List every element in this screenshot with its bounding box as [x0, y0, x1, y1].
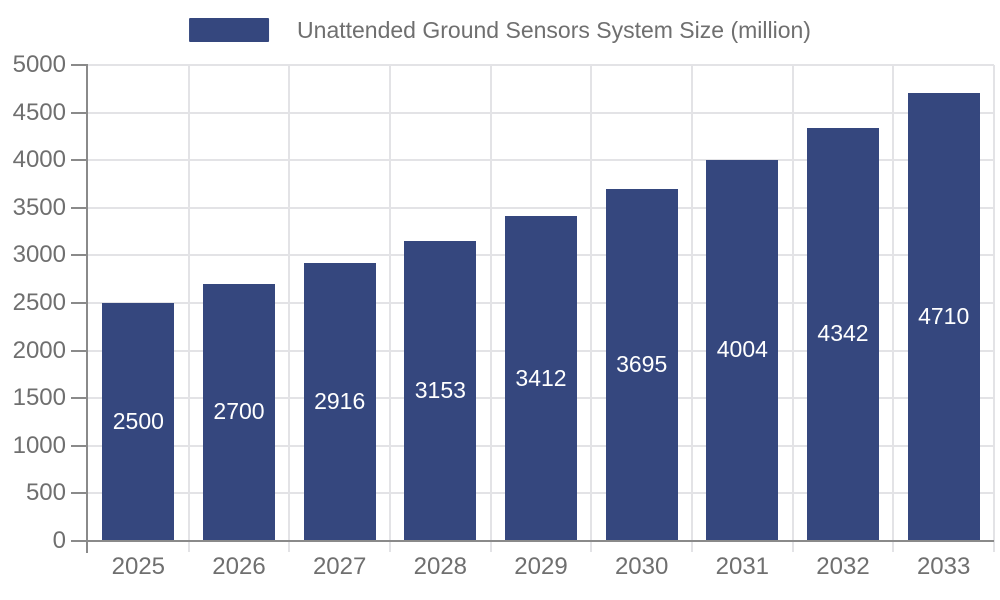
y-axis-tick [71, 349, 88, 352]
x-axis-tick-label: 2025 [111, 553, 166, 580]
bar[interactable]: 2500 [102, 303, 175, 541]
x-gridline [590, 65, 593, 552]
bar[interactable]: 3412 [505, 216, 577, 541]
x-gridline [489, 65, 492, 552]
bar[interactable]: 4710 [907, 92, 980, 541]
bar[interactable]: 3695 [605, 189, 678, 541]
x-gridline [288, 65, 291, 552]
y-axis-tick [71, 254, 88, 257]
legend[interactable]: Unattended Ground Sensors System Size (m… [189, 12, 811, 48]
x-axis-tick-label: 2032 [816, 553, 870, 580]
bar-value-label: 3695 [616, 351, 668, 378]
bar[interactable]: 3153 [404, 240, 477, 541]
y-gridline [88, 206, 994, 209]
x-axis-tick-label: 2031 [715, 553, 770, 580]
y-axis-tick-label: 0 [52, 527, 66, 554]
y-axis-tick-label: 500 [25, 479, 66, 507]
y-axis-tick-label: 1500 [12, 384, 66, 412]
x-gridline [691, 65, 693, 552]
x-gridline [791, 65, 794, 552]
bar[interactable]: 2916 [303, 263, 376, 541]
bar-value-label: 2500 [112, 407, 164, 434]
x-axis-tick-label: 2033 [916, 553, 971, 580]
bar[interactable]: 4004 [706, 159, 779, 541]
legend-label: Unattended Ground Sensors System Size (m… [297, 17, 811, 43]
bar[interactable]: 4342 [807, 127, 879, 541]
y-axis-tick [71, 302, 88, 304]
y-gridline [88, 159, 994, 162]
x-axis-tick-label: 2029 [514, 553, 568, 580]
bar-value-label: 4710 [918, 302, 970, 329]
y-axis-tick-label: 1000 [12, 431, 66, 459]
bar-value-label: 3153 [414, 376, 466, 403]
y-axis-tick-label: 4000 [12, 146, 66, 174]
x-gridline [187, 65, 190, 552]
y-gridline [88, 111, 994, 114]
x-gridline [892, 65, 895, 552]
x-axis-tick-label: 2030 [614, 553, 669, 580]
x-gridline [993, 65, 995, 552]
x-axis-line [71, 540, 994, 542]
y-axis-tick [71, 111, 88, 114]
legend-swatch-icon [189, 18, 270, 42]
y-gridline [88, 64, 994, 66]
bar-value-label: 2916 [314, 388, 366, 415]
y-axis-tick-label: 3500 [12, 193, 66, 221]
bar[interactable]: 2700 [203, 283, 275, 541]
y-axis-tick [71, 397, 88, 400]
x-gridline [389, 65, 391, 552]
y-axis-tick-label: 5000 [12, 51, 66, 78]
y-axis-line [86, 65, 88, 553]
y-axis-tick [71, 492, 88, 495]
bar-value-label: 2700 [213, 398, 265, 425]
x-axis-tick-label: 2026 [212, 553, 266, 580]
y-axis-tick [71, 206, 88, 209]
y-axis-tick [71, 159, 88, 162]
y-axis-tick-label: 2500 [12, 289, 66, 316]
y-axis-tick-label: 3000 [12, 241, 66, 269]
y-axis-tick-label: 4500 [12, 98, 66, 126]
bar-value-label: 3412 [515, 364, 567, 391]
y-axis-tick-label: 2000 [12, 336, 66, 364]
bar-value-label: 4342 [817, 320, 869, 347]
bar-value-label: 4004 [716, 336, 768, 363]
x-axis-tick-label: 2028 [413, 553, 468, 580]
x-axis-tick-label: 2027 [312, 553, 367, 580]
y-axis-tick [71, 444, 88, 447]
y-axis-tick [71, 64, 88, 66]
